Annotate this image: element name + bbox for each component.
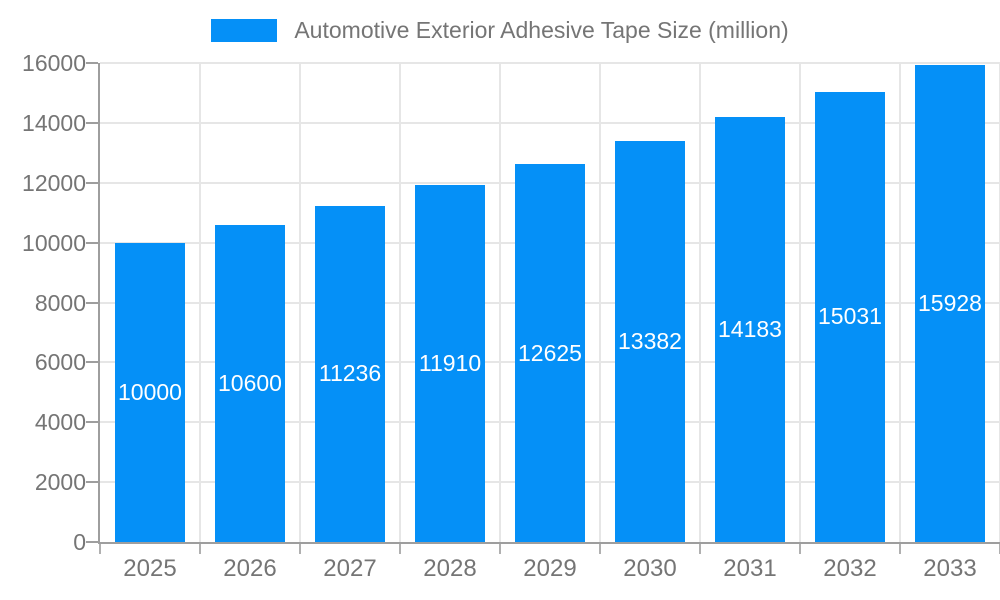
bar: 15928: [915, 65, 985, 542]
y-axis-label: 16000: [22, 50, 86, 76]
x-axis-label: 2028: [423, 555, 477, 582]
y-tick: [86, 62, 98, 64]
x-tick: [899, 544, 901, 554]
bar: 11236: [315, 205, 385, 542]
x-gridline: [799, 63, 801, 542]
y-axis-label: 8000: [34, 289, 86, 316]
legend-label: Automotive Exterior Adhesive Tape Size (…: [294, 17, 789, 43]
y-tick: [86, 481, 98, 484]
x-tick: [499, 544, 501, 554]
bar: 13382: [615, 141, 685, 542]
x-gridline: [499, 63, 501, 542]
y-tick: [86, 421, 98, 424]
x-gridline: [899, 63, 901, 542]
y-tick: [86, 301, 98, 304]
y-tick: [86, 541, 98, 543]
x-tick: [799, 544, 801, 554]
x-gridline: [199, 63, 201, 542]
y-gridline: [100, 121, 1000, 124]
x-tick: [199, 544, 201, 554]
bar-value-label: 15928: [918, 290, 982, 317]
x-tick: [99, 544, 101, 554]
chart-legend: Automotive Exterior Adhesive Tape Size (…: [0, 17, 1000, 44]
x-axis-label: 2027: [323, 555, 377, 582]
x-tick: [299, 544, 301, 554]
bar-value-label: 11910: [418, 350, 482, 377]
bar-value-label: 12625: [518, 339, 582, 366]
x-axis-label: 2031: [723, 555, 777, 582]
bar: 14183: [715, 117, 785, 542]
y-gridline: [100, 62, 1000, 64]
x-gridline: [699, 63, 701, 542]
bar: 10600: [215, 224, 285, 542]
y-axis-label: 0: [73, 529, 86, 555]
x-axis-label: 2032: [823, 555, 877, 582]
legend-swatch: [211, 19, 278, 42]
x-axis-label: 2029: [523, 555, 577, 582]
bar-value-label: 11236: [318, 360, 382, 387]
y-tick: [86, 361, 98, 364]
y-axis-label: 10000: [22, 229, 86, 256]
x-gridline: [299, 63, 301, 542]
bar: 12625: [515, 164, 585, 542]
bar-value-label: 15031: [818, 303, 882, 330]
y-axis-label: 14000: [22, 109, 86, 136]
bar-value-label: 14183: [718, 316, 782, 343]
x-gridline: [599, 63, 601, 542]
x-tick: [699, 544, 701, 554]
y-axis-label: 6000: [34, 349, 86, 376]
x-tick: [399, 544, 401, 554]
bar: 10000: [115, 242, 185, 542]
y-tick: [86, 181, 98, 184]
x-axis-label: 2030: [623, 555, 677, 582]
y-axis-label: 4000: [34, 409, 86, 436]
bar: 15031: [815, 92, 885, 542]
y-tick: [86, 241, 98, 244]
x-axis-label: 2025: [123, 555, 177, 582]
y-axis-label: 2000: [34, 469, 86, 496]
x-axis-label: 2026: [223, 555, 277, 582]
x-gridline: [399, 63, 401, 542]
y-axis-label: 12000: [22, 169, 86, 196]
y-axis-line: [98, 63, 100, 544]
x-axis-line: [98, 542, 1000, 544]
x-axis-label: 2033: [923, 555, 977, 582]
x-tick: [599, 544, 601, 554]
bar-value-label: 10000: [118, 378, 182, 405]
bar-value-label: 13382: [618, 328, 682, 355]
bar-value-label: 10600: [218, 369, 282, 396]
bar: 11910: [415, 185, 485, 542]
y-tick: [86, 121, 98, 124]
